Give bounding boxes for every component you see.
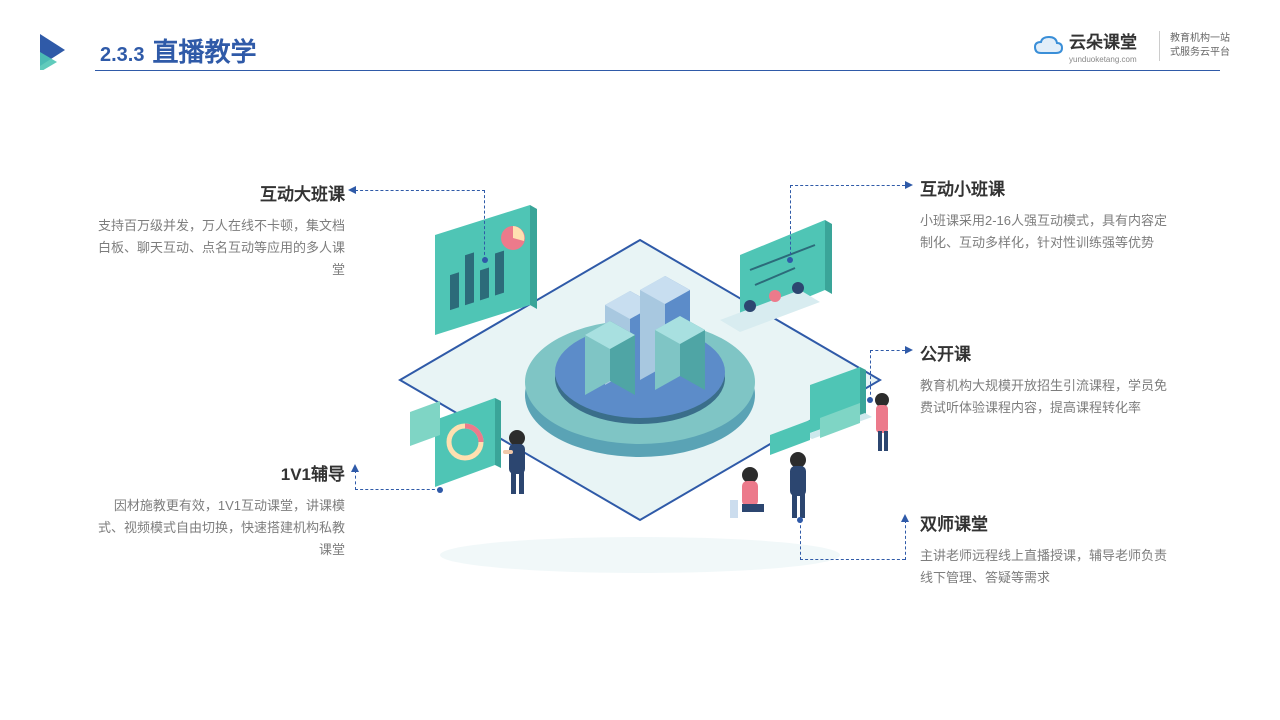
connector-arrow-icon: [348, 186, 356, 194]
arrow-logo-icon: [35, 30, 75, 70]
brand-block: 云朵课堂 yunduoketang.com 教育机构一站 式服务云平台: [1033, 28, 1230, 64]
connector-line: [790, 185, 905, 260]
section-number: 2.3.3: [100, 44, 144, 67]
item-title: 互动小班课: [920, 175, 1170, 200]
item-desc: 因材施教更有效，1V1互动课堂，讲课模式、视频模式自由切换，快速搭建机构私教课堂: [95, 495, 345, 561]
item-title: 1V1辅导: [95, 460, 345, 485]
item-desc: 小班课采用2-16人强互动模式，具有内容定制化、互动多样化，针对性训练强等优势: [920, 210, 1170, 254]
item-dual-teacher: 双师课堂 主讲老师远程线上直播授课，辅导老师负责线下管理、答疑等需求: [920, 510, 1170, 589]
brand-logo: 云朵课堂 yunduoketang.com: [1033, 28, 1137, 64]
connector-line: [355, 190, 485, 260]
item-large-class: 互动大班课 支持百万级并发，万人在线不卡顿，集文档白板、聊天互动、点名互动等应用…: [95, 180, 345, 281]
item-title: 双师课堂: [920, 510, 1170, 535]
item-desc: 教育机构大规模开放招生引流课程，学员免费试听体验课程内容，提高课程转化率: [920, 375, 1170, 419]
title-underline: [95, 70, 1220, 71]
item-title: 公开课: [920, 340, 1170, 365]
item-1v1: 1V1辅导 因材施教更有效，1V1互动课堂，讲课模式、视频模式自由切换，快速搭建…: [95, 460, 345, 561]
item-small-class: 互动小班课 小班课采用2-16人强互动模式，具有内容定制化、互动多样化，针对性训…: [920, 175, 1170, 254]
cloud-icon: [1033, 35, 1063, 57]
connector-line: [870, 350, 905, 400]
item-desc: 支持百万级并发，万人在线不卡顿，集文档白板、聊天互动、点名互动等应用的多人课堂: [95, 215, 345, 281]
brand-tagline: 教育机构一站 式服务云平台: [1170, 32, 1230, 60]
brand-divider: [1159, 31, 1160, 61]
connector-arrow-icon: [351, 464, 359, 472]
connector-arrow-icon: [905, 181, 913, 189]
connector-arrow-icon: [901, 514, 909, 522]
main-area: 互动大班课 支持百万级并发，万人在线不卡顿，集文档白板、聊天互动、点名互动等应用…: [0, 120, 1280, 720]
brand-name: 云朵课堂: [1069, 28, 1137, 53]
brand-domain: yunduoketang.com: [1069, 55, 1137, 64]
title-group: 2.3.3 直播教学: [100, 32, 257, 69]
item-title: 互动大班课: [95, 180, 345, 205]
connector-line: [800, 520, 905, 560]
item-desc: 主讲老师远程线上直播授课，辅导老师负责线下管理、答疑等需求: [920, 545, 1170, 589]
connector-line: [355, 470, 440, 490]
page-header: 2.3.3 直播教学: [35, 30, 257, 70]
item-open-class: 公开课 教育机构大规模开放招生引流课程，学员免费试听体验课程内容，提高课程转化率: [920, 340, 1170, 419]
connector-line: [905, 520, 906, 560]
connector-arrow-icon: [905, 346, 913, 354]
page-title: 直播教学: [152, 32, 256, 69]
